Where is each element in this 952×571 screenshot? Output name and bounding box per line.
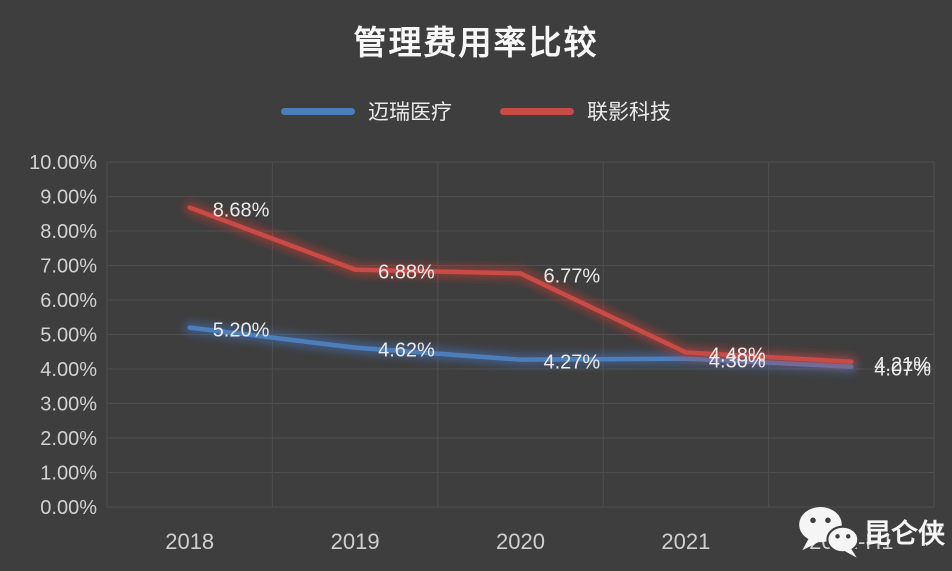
y-tick-label: 1.00% <box>40 463 97 485</box>
series-1-point-label: 4.48% <box>709 344 766 366</box>
legend: 迈瑞医疗 联影科技 <box>0 96 952 126</box>
series-1-line <box>187 205 854 365</box>
x-tick-label: 2020 <box>496 529 545 554</box>
legend-label-lianying: 联影科技 <box>587 101 671 124</box>
series-1-point-label: 4.21% <box>874 354 931 376</box>
series-1-point-label: 6.88% <box>378 262 435 284</box>
y-tick-label: 6.00% <box>40 290 97 312</box>
y-tick-label: 5.00% <box>40 325 97 347</box>
legend-label-mairui: 迈瑞医疗 <box>368 101 452 124</box>
y-tick-label: 4.00% <box>40 359 97 381</box>
y-tick-label: 9.00% <box>40 187 97 209</box>
legend-line-swatch-red <box>500 107 574 115</box>
y-tick-label: 2.00% <box>40 428 97 450</box>
y-tick-label: 10.00% <box>29 152 97 174</box>
series-0-point-label: 4.07% <box>874 359 931 381</box>
legend-line-swatch-blue <box>281 107 355 115</box>
series-0-line <box>187 325 854 369</box>
series-1-point-label: 6.77% <box>544 265 601 287</box>
watermark-text: 昆仑侠 <box>864 518 945 549</box>
x-tick-label: 2018 <box>165 529 214 554</box>
legend-item-lianying: 联影科技 <box>500 96 671 126</box>
series-0-point-label: 4.62% <box>378 340 435 362</box>
series-0-point-label: 4.30% <box>709 351 766 373</box>
x-tick-label: 2021 <box>661 529 710 554</box>
series-0-point-label: 5.20% <box>213 320 270 342</box>
y-tick-label: 7.00% <box>40 256 97 278</box>
y-tick-label: 8.00% <box>40 221 97 243</box>
wechat-icon <box>799 507 860 558</box>
y-tick-label: 3.00% <box>40 394 97 416</box>
x-tick-label: 2019 <box>331 529 380 554</box>
legend-item-mairui: 迈瑞医疗 <box>281 96 452 126</box>
watermark: 昆仑侠 <box>797 504 945 558</box>
series-0-point-label: 4.27% <box>544 352 601 374</box>
series-1-point-label: 8.68% <box>213 200 270 222</box>
chart-title: 管理费用率比较 <box>353 24 599 61</box>
y-tick-label: 0.00% <box>40 497 97 519</box>
